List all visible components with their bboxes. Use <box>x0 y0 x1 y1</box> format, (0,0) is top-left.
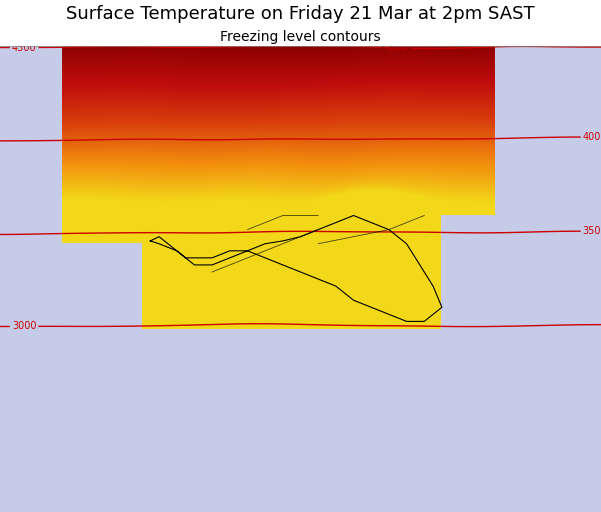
Text: 3000: 3000 <box>12 322 37 331</box>
Text: 4500: 4500 <box>12 42 37 53</box>
Text: Surface Temperature on Friday 21 Mar at 2pm SAST: Surface Temperature on Friday 21 Mar at … <box>66 5 535 23</box>
Text: Freezing level contours: Freezing level contours <box>220 30 381 44</box>
Text: 4000: 4000 <box>583 132 601 142</box>
Text: 3500: 3500 <box>582 226 601 236</box>
Text: 4500: 4500 <box>383 42 409 53</box>
